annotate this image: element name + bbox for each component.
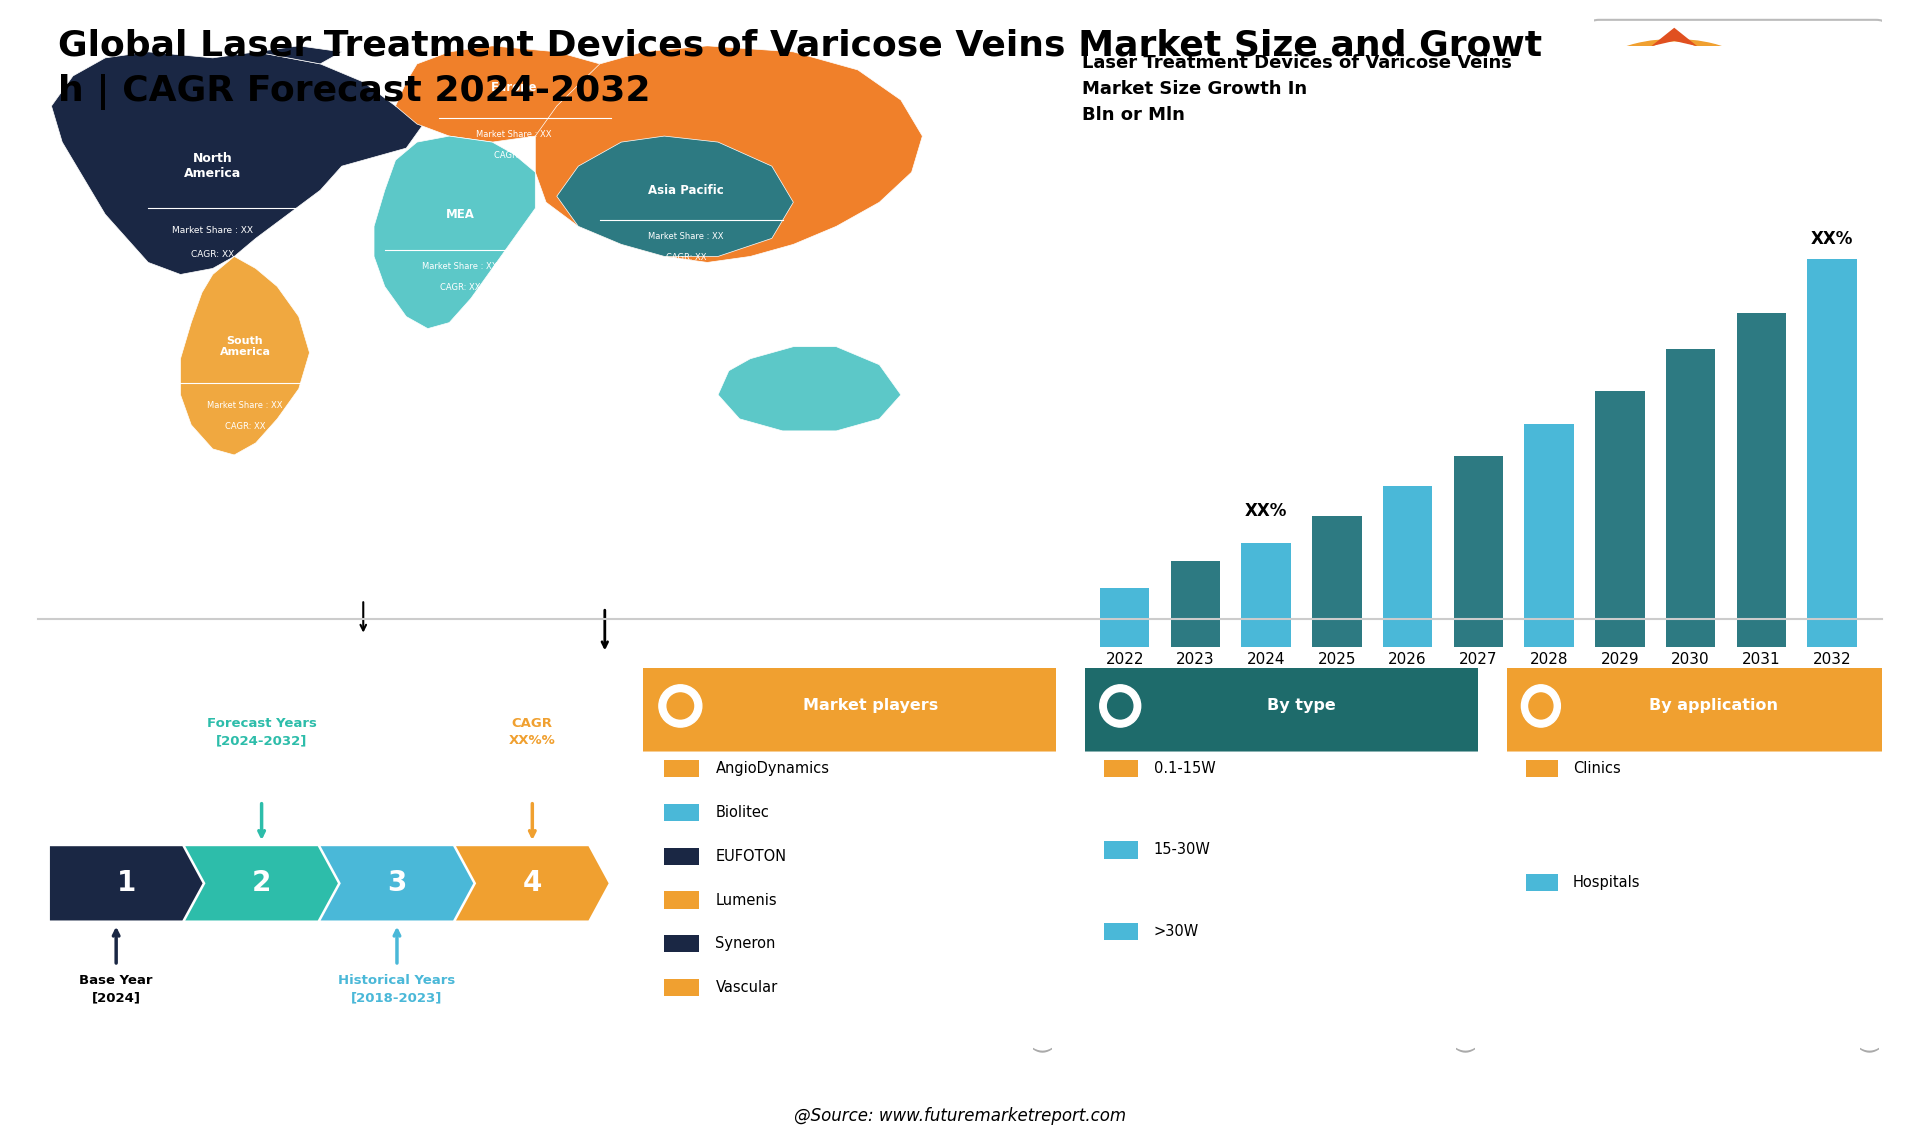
Bar <box>1736 313 1786 647</box>
Text: MEA: MEA <box>445 207 474 221</box>
Text: 3: 3 <box>388 870 407 897</box>
Bar <box>1382 486 1432 647</box>
FancyBboxPatch shape <box>664 848 699 865</box>
FancyBboxPatch shape <box>664 760 699 777</box>
FancyBboxPatch shape <box>664 892 699 909</box>
Bar <box>1242 543 1290 647</box>
Text: Forecast Years
[2024-2032]: Forecast Years [2024-2032] <box>207 717 317 747</box>
FancyBboxPatch shape <box>1071 660 1492 752</box>
Polygon shape <box>50 846 204 920</box>
FancyBboxPatch shape <box>1104 841 1139 858</box>
Circle shape <box>666 693 693 719</box>
Text: CAGR: XX: CAGR: XX <box>493 151 534 160</box>
Text: Global Laser Treatment Devices of Varicose Veins Market Size and Growt: Global Laser Treatment Devices of Varico… <box>58 29 1542 63</box>
FancyBboxPatch shape <box>1104 760 1139 777</box>
Text: ): ) <box>1857 1046 1876 1054</box>
Polygon shape <box>321 846 472 920</box>
Circle shape <box>1108 693 1133 719</box>
Circle shape <box>1647 42 1701 66</box>
Text: Europe: Europe <box>490 81 538 94</box>
Text: North
America: North America <box>184 152 242 180</box>
Bar <box>1171 560 1221 647</box>
Text: FUTURE MARKET REPORT: FUTURE MARKET REPORT <box>1749 78 1830 83</box>
Bar <box>1453 456 1503 647</box>
Circle shape <box>1528 693 1553 719</box>
FancyBboxPatch shape <box>1590 19 1885 147</box>
Text: @Source: www.futuremarketreport.com: @Source: www.futuremarketreport.com <box>795 1107 1125 1125</box>
Text: Biolitec: Biolitec <box>716 804 770 819</box>
Text: CAGR
XX%%: CAGR XX%% <box>509 717 555 747</box>
FancyBboxPatch shape <box>1077 739 1486 1080</box>
Bar <box>1596 391 1645 647</box>
Text: FMR: FMR <box>1766 45 1812 63</box>
Text: CAGR: XX: CAGR: XX <box>666 253 707 262</box>
Polygon shape <box>374 136 536 329</box>
Text: XX%: XX% <box>1244 502 1288 519</box>
Bar <box>1100 588 1150 647</box>
Bar <box>1667 348 1715 647</box>
Text: Market players: Market players <box>803 698 937 714</box>
FancyBboxPatch shape <box>664 935 699 952</box>
FancyBboxPatch shape <box>636 739 1064 1080</box>
Polygon shape <box>536 46 922 262</box>
Bar <box>1807 259 1857 647</box>
Text: 4: 4 <box>522 870 541 897</box>
Text: Hospitals: Hospitals <box>1572 876 1640 890</box>
Polygon shape <box>52 52 428 275</box>
Text: By application: By application <box>1649 698 1778 714</box>
Polygon shape <box>1651 28 1697 46</box>
Text: AngioDynamics: AngioDynamics <box>716 761 829 776</box>
Polygon shape <box>457 846 609 920</box>
Text: Market Share : XX: Market Share : XX <box>476 131 551 139</box>
Polygon shape <box>255 46 342 64</box>
Text: h | CAGR Forecast 2024-2032: h | CAGR Forecast 2024-2032 <box>58 74 651 110</box>
Text: 2: 2 <box>252 870 271 897</box>
Polygon shape <box>180 257 309 455</box>
Text: Historical Years
[2018-2023]: Historical Years [2018-2023] <box>338 974 455 1004</box>
Text: Laser Treatment Devices of Varicose Veins
Market Size Growth In
Bln or Mln: Laser Treatment Devices of Varicose Vein… <box>1083 54 1513 125</box>
Text: Syneron: Syneron <box>716 936 776 951</box>
Text: Market Share : XX: Market Share : XX <box>649 233 724 242</box>
Circle shape <box>1100 685 1140 727</box>
Text: CAGR: XX: CAGR: XX <box>225 422 265 431</box>
Text: EUFOTON: EUFOTON <box>716 849 787 864</box>
FancyBboxPatch shape <box>1500 739 1889 1080</box>
Text: XX%: XX% <box>1811 229 1853 248</box>
Bar <box>1524 424 1574 647</box>
Text: Asia Pacific: Asia Pacific <box>647 183 724 197</box>
Circle shape <box>1594 40 1755 113</box>
FancyBboxPatch shape <box>1526 874 1557 892</box>
Circle shape <box>659 685 703 727</box>
Text: 0.1-15W: 0.1-15W <box>1154 761 1215 776</box>
Text: By type: By type <box>1267 698 1336 714</box>
Text: Base Year
[2024]: Base Year [2024] <box>79 974 154 1004</box>
Text: 1: 1 <box>117 870 136 897</box>
Text: Market Share : XX: Market Share : XX <box>207 401 282 410</box>
Text: South
America: South America <box>219 336 271 358</box>
Text: >30W: >30W <box>1154 924 1198 939</box>
FancyBboxPatch shape <box>1104 923 1139 940</box>
Text: Clinics: Clinics <box>1572 761 1620 776</box>
FancyBboxPatch shape <box>628 660 1071 752</box>
FancyBboxPatch shape <box>664 979 699 996</box>
Polygon shape <box>718 347 900 431</box>
Polygon shape <box>184 846 338 920</box>
Bar <box>1311 516 1361 647</box>
Text: Market Share : XX: Market Share : XX <box>173 227 253 235</box>
Text: CAGR: XX: CAGR: XX <box>440 283 480 292</box>
Text: CAGR: XX: CAGR: XX <box>192 251 234 259</box>
Polygon shape <box>557 136 793 257</box>
FancyBboxPatch shape <box>664 803 699 821</box>
Polygon shape <box>396 46 622 142</box>
Text: Lumenis: Lumenis <box>716 893 778 908</box>
Text: ): ) <box>1029 1046 1050 1054</box>
FancyBboxPatch shape <box>1494 660 1895 752</box>
FancyBboxPatch shape <box>1526 760 1557 777</box>
Text: ): ) <box>1453 1046 1473 1054</box>
Circle shape <box>1521 685 1561 727</box>
Text: Market Share : XX: Market Share : XX <box>422 262 497 272</box>
Text: 15-30W: 15-30W <box>1154 842 1210 857</box>
Polygon shape <box>1636 78 1711 103</box>
Text: Vascular: Vascular <box>716 980 778 995</box>
